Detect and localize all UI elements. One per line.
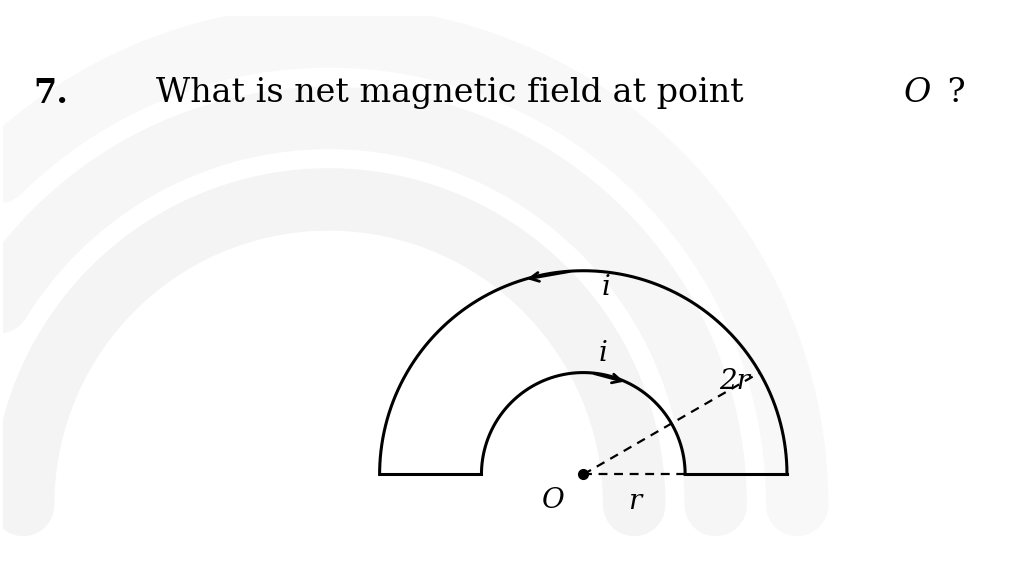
Text: 7.: 7.: [34, 77, 69, 110]
Text: What is net magnetic field at point: What is net magnetic field at point: [156, 77, 754, 109]
Text: i: i: [599, 340, 607, 367]
Text: i: i: [602, 273, 610, 300]
Text: ?: ?: [937, 77, 966, 109]
Text: O: O: [904, 77, 932, 109]
Text: r: r: [628, 488, 641, 515]
Text: 2r: 2r: [719, 368, 750, 395]
Text: O: O: [543, 487, 565, 514]
